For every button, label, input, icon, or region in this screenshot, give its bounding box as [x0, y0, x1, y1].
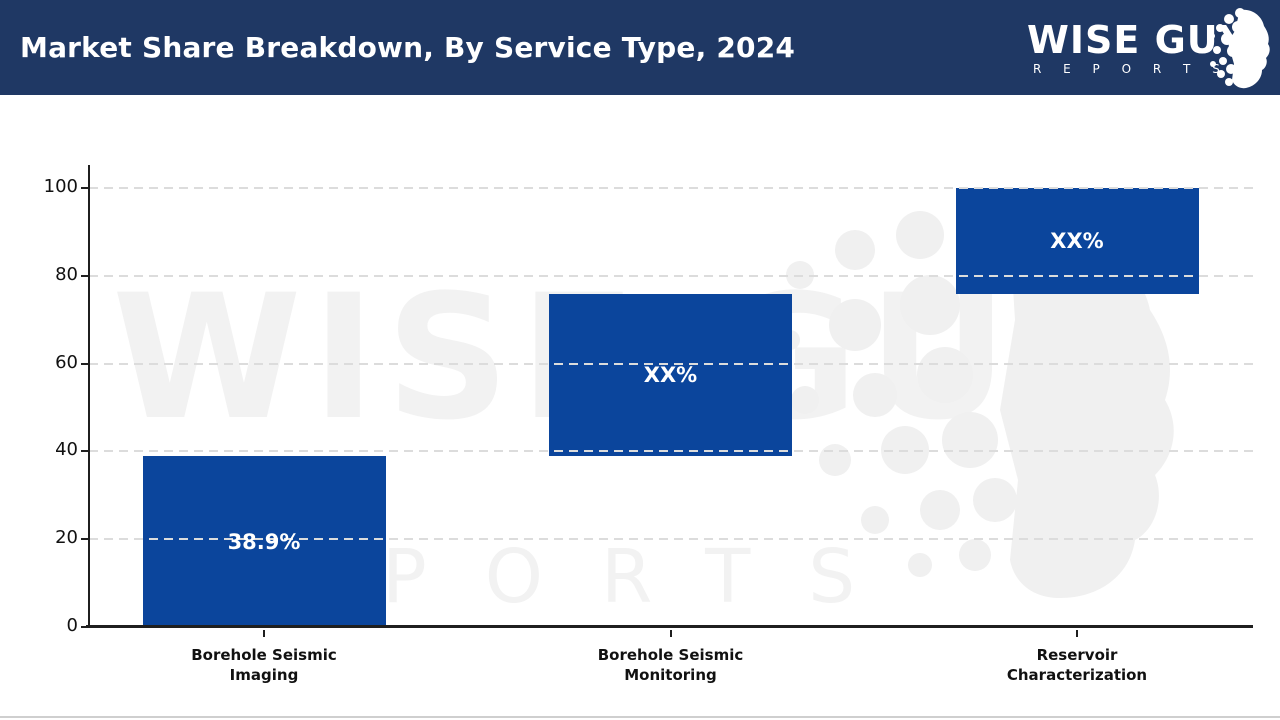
bar-segment: [142, 456, 386, 627]
y-tick-label: 40: [55, 439, 78, 461]
wise-guy-logo: WISE GUY R E P O R T S: [1027, 4, 1272, 92]
bar-segment: [549, 293, 792, 457]
x-tick-mark: [669, 630, 672, 637]
x-tick-mark: [263, 630, 265, 637]
gridline: [89, 187, 1253, 189]
gridline: [89, 538, 1253, 541]
y-tick-mark: [81, 626, 89, 628]
x-tick-mark: [1076, 630, 1078, 637]
x-category-label: Borehole Seismic Monitoring: [597, 646, 744, 684]
x-category-label: Reservoir Characterization: [1006, 646, 1148, 684]
y-axis-line: [88, 165, 90, 628]
y-tick-label: 20: [55, 527, 78, 549]
logo-text: WISE GUY R E P O R T S: [1027, 18, 1248, 76]
y-tick-mark: [81, 274, 89, 277]
y-tick-mark: [81, 450, 89, 453]
y-tick-mark: [81, 187, 89, 189]
x-category-label: Borehole Seismic Imaging: [191, 646, 337, 684]
y-tick-label: 0: [66, 615, 78, 636]
header-bar: Market Share Breakdown, By Service Type,…: [0, 0, 1280, 95]
bottom-border: [0, 716, 1280, 718]
y-tick-mark: [81, 538, 89, 541]
y-tick-label: 80: [55, 263, 78, 285]
bar-value-label: XX%: [643, 363, 698, 387]
y-tick-label: 100: [43, 176, 78, 197]
gridline: [89, 362, 1253, 365]
logo-subtext: R E P O R T S: [1033, 62, 1229, 76]
bar-value-label: XX%: [1050, 228, 1104, 253]
logo-wordmark: WISE GUY: [1027, 18, 1248, 62]
gridline: [89, 274, 1253, 277]
page-title: Market Share Breakdown, By Service Type,…: [20, 31, 796, 64]
gridline: [89, 450, 1253, 453]
x-axis-line: [86, 625, 1253, 628]
plot-area: 0 20 40 60 80 100 38.9% Borehole Seismic Imaging…: [0, 95, 1280, 720]
logo-face-icon: [1209, 8, 1270, 89]
y-tick-label: 60: [55, 351, 78, 373]
bar-value-label: 38.9%: [227, 529, 301, 554]
y-tick-mark: [81, 362, 89, 365]
